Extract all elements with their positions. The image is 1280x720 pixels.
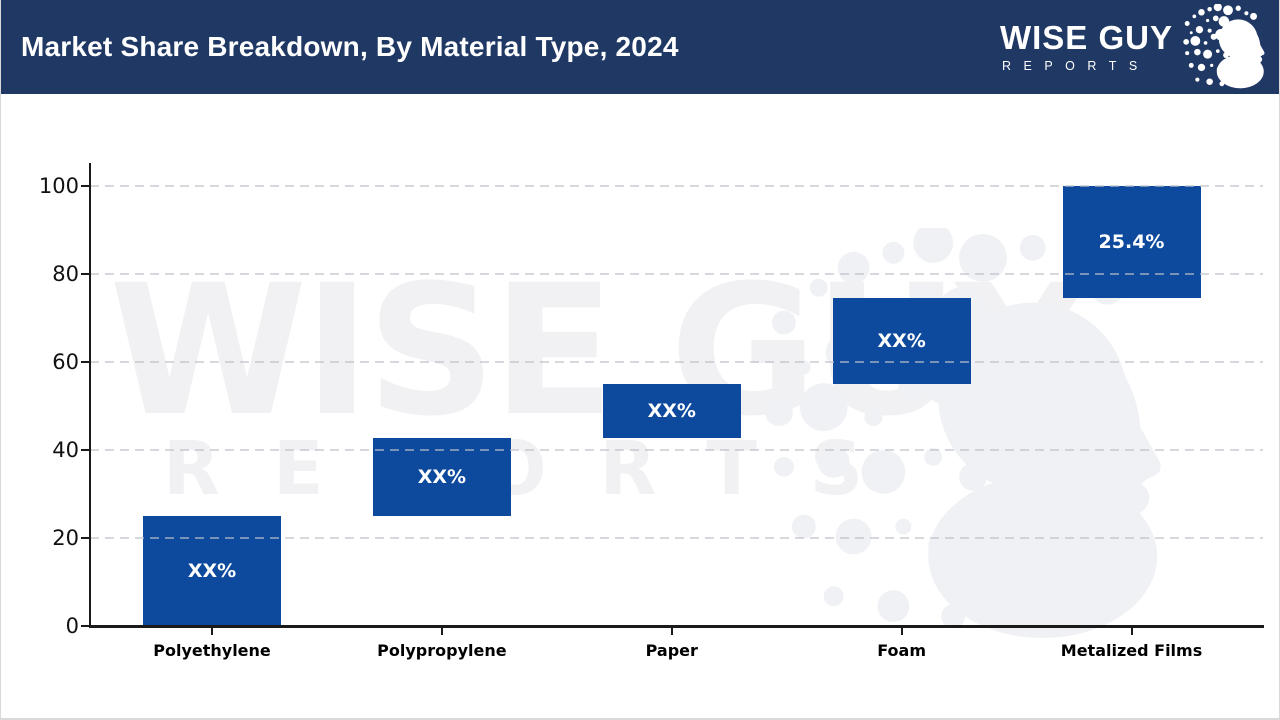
y-axis-line (89, 163, 91, 628)
x-tick-label-polyethylene: Polyethylene (153, 641, 271, 660)
wiseguy-logo-text: WISE GUY REPORTS (1000, 21, 1173, 73)
bar-value-label: XX% (877, 329, 926, 352)
bar-value-label: 25.4% (1098, 230, 1165, 253)
gridline-80 (90, 273, 1263, 275)
bar-value-label: XX% (647, 399, 696, 422)
y-tick-label-60: 60 (52, 350, 79, 374)
logo-subtitle: REPORTS (1001, 59, 1150, 74)
watermark-subtitle-text: REPORTS (163, 426, 917, 512)
header-bar: Market Share Breakdown, By Material Type… (1, 0, 1279, 94)
y-tick-100 (81, 185, 90, 187)
x-tick-metalized-films (1130, 627, 1133, 635)
x-tick-paper (670, 627, 673, 635)
x-tick-foam (900, 627, 903, 635)
x-tick-polyethylene (211, 627, 213, 635)
wiseguy-logo: WISE GUY REPORTS (1000, 4, 1275, 90)
gridline-20 (90, 537, 1263, 539)
chart-area: XX% XX% XX% XX% 25.4% 0 20 40 60 80 100 Polyethylen… (1, 94, 1279, 718)
y-tick-label-80: 80 (52, 262, 79, 286)
wiseguy-face-icon (1183, 4, 1265, 89)
gridline-60 (90, 361, 1263, 363)
y-tick-label-100: 100 (38, 174, 79, 198)
x-tick-label-paper: Paper (645, 641, 698, 660)
bar-paper: XX% (602, 384, 741, 438)
y-tick-label-0: 0 (65, 614, 79, 638)
y-tick-80 (81, 273, 90, 275)
y-tick-label-20: 20 (52, 526, 79, 550)
y-tick-60 (81, 361, 90, 363)
y-tick-label-40: 40 (52, 438, 79, 462)
logo-title: WISE GUY (999, 19, 1173, 57)
y-tick-0 (81, 625, 90, 627)
x-tick-polypropylene (440, 627, 443, 635)
bar-value-label: XX% (187, 560, 237, 583)
page-title: Market Share Breakdown, By Material Type… (21, 31, 679, 62)
bar-foam: XX% (832, 297, 971, 384)
y-tick-20 (81, 537, 90, 539)
x-axis-line (89, 625, 1264, 628)
x-tick-label-metalized-films: Metalized Films (1060, 641, 1203, 660)
bar-polyethylene: XX% (143, 516, 281, 626)
bar-value-label: XX% (417, 466, 467, 489)
gridline-40 (90, 449, 1263, 451)
x-tick-label-foam: Foam (877, 641, 926, 660)
bar-metalized-films: 25.4% (1062, 186, 1201, 298)
y-tick-40 (81, 449, 90, 451)
gridline-100 (90, 185, 1263, 187)
x-tick-label-polypropylene: Polypropylene (377, 641, 507, 660)
